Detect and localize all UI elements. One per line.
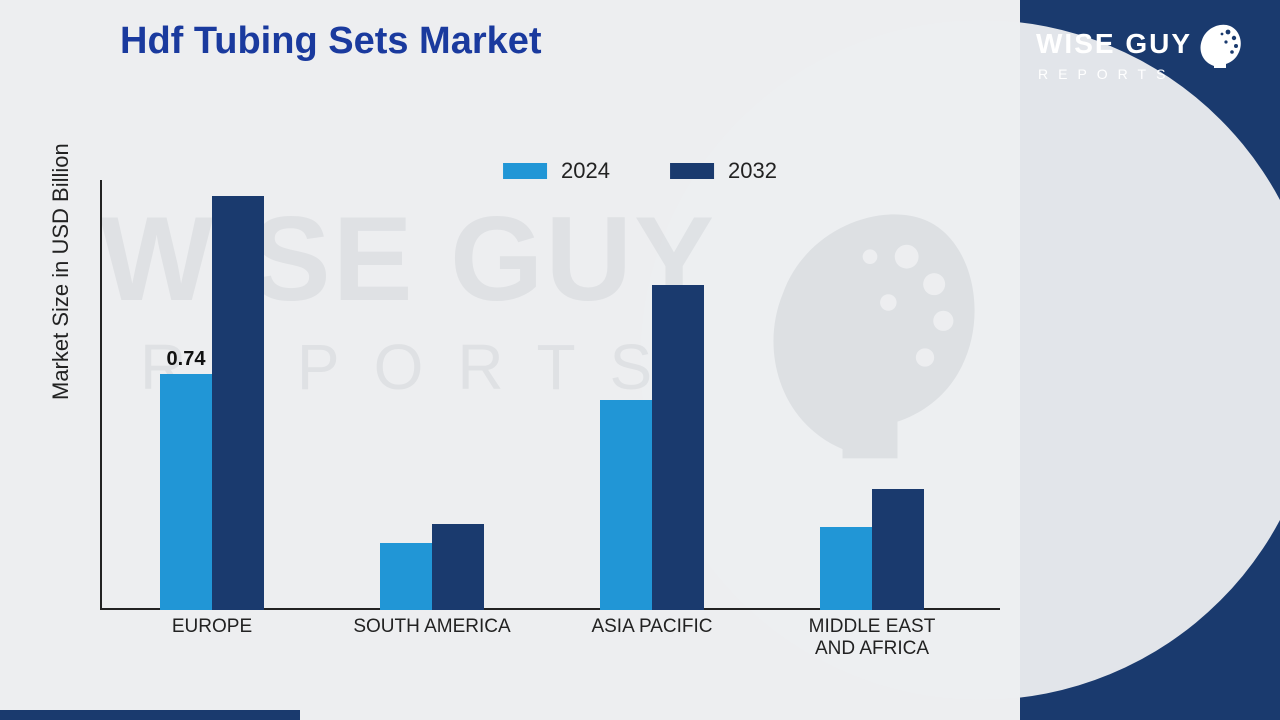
bar-group: MIDDLE EAST AND AFRICA	[820, 489, 924, 610]
bar-2024: 0.74	[160, 374, 212, 610]
bar-group: ASIA PACIFIC	[600, 285, 704, 610]
bar-2032	[212, 196, 264, 610]
bar-2024	[820, 527, 872, 610]
brand-sub: REPORTS	[1038, 66, 1256, 82]
brand-head-icon	[1196, 20, 1244, 68]
bar-group: SOUTH AMERICA	[380, 524, 484, 610]
footer-accent	[0, 710, 300, 720]
bar-2032	[652, 285, 704, 610]
bar-2024	[380, 543, 432, 610]
legend-swatch-2024	[503, 163, 547, 179]
bar-2024	[600, 400, 652, 610]
brand-logo: WISE GUY REPORTS	[1036, 20, 1256, 82]
chart-canvas: WISE GUY REPORTS Hdf Tubing Sets Market …	[0, 0, 1280, 720]
category-label: SOUTH AMERICA	[352, 610, 512, 638]
bar-group: 0.74EUROPE	[160, 196, 264, 610]
bar-2032	[432, 524, 484, 610]
legend-swatch-2032	[670, 163, 714, 179]
bar-2032	[872, 489, 924, 610]
y-axis-label: Market Size in USD Billion	[48, 143, 74, 400]
chart-title: Hdf Tubing Sets Market	[120, 20, 542, 63]
bar-value-label: 0.74	[160, 348, 212, 371]
category-label: ASIA PACIFIC	[572, 610, 732, 638]
category-label: MIDDLE EAST AND AFRICA	[792, 610, 952, 661]
plot-area: 0.74EUROPE SOUTH AMERICA ASIA PACIFIC MIDDL…	[100, 180, 1000, 610]
category-label: EUROPE	[132, 610, 292, 638]
brand-name: WISE GUY	[1036, 28, 1192, 60]
y-axis	[100, 180, 102, 610]
